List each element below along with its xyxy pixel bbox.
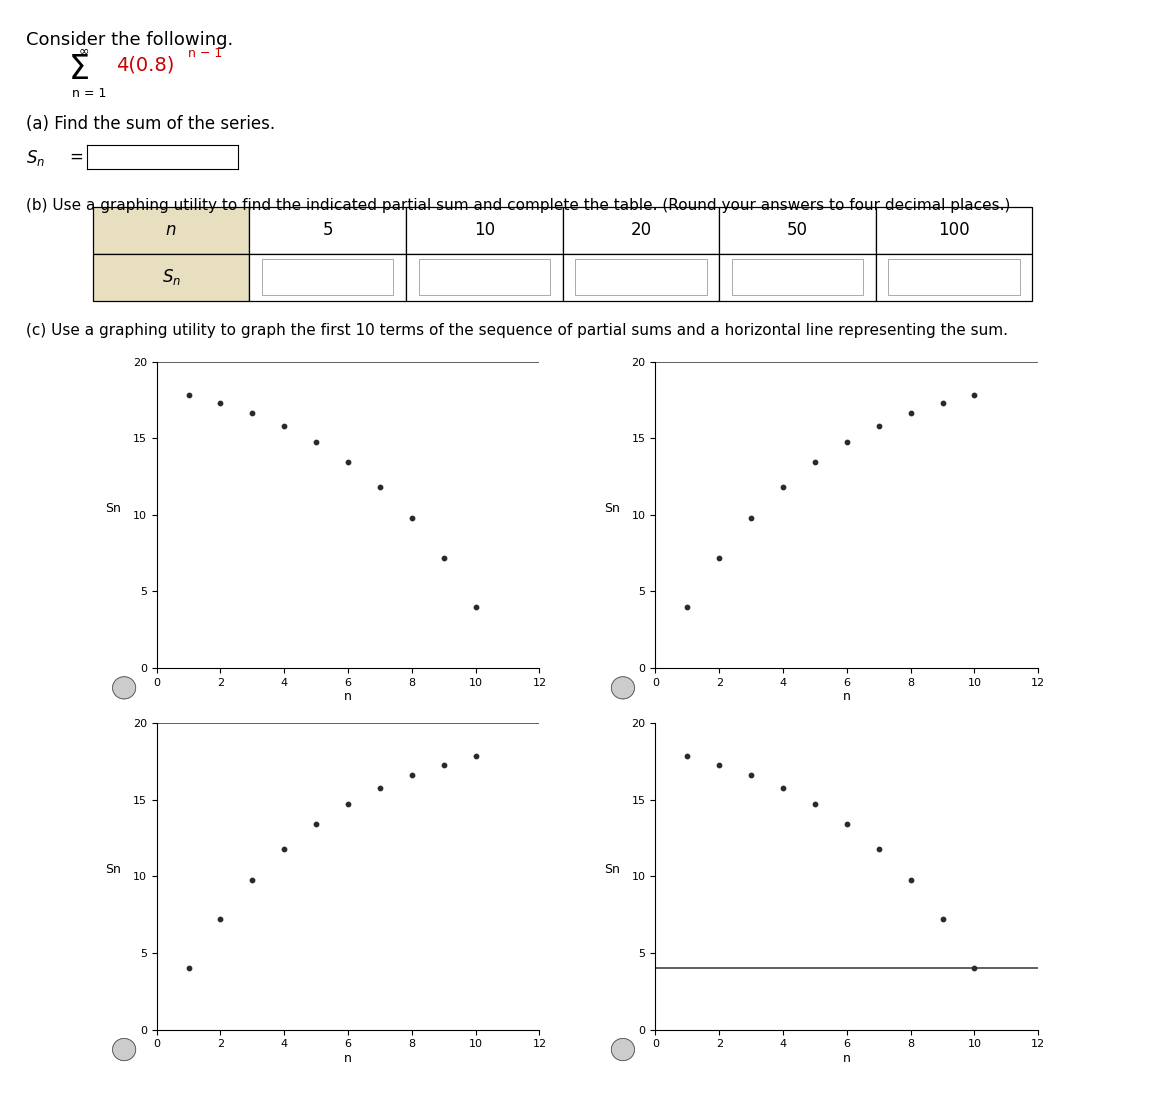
Point	[870, 840, 889, 858]
Point	[466, 598, 485, 615]
Point	[933, 910, 951, 928]
Point	[244, 404, 262, 422]
FancyBboxPatch shape	[719, 254, 876, 301]
Text: 5: 5	[322, 221, 333, 239]
Point	[244, 871, 262, 889]
FancyBboxPatch shape	[732, 259, 863, 295]
Point	[742, 510, 761, 528]
Point	[933, 394, 951, 412]
Point	[403, 766, 421, 784]
Text: 4(0.8): 4(0.8)	[116, 56, 174, 75]
Text: $S_n$: $S_n$	[161, 267, 181, 287]
Point	[774, 779, 792, 797]
FancyBboxPatch shape	[93, 207, 249, 254]
FancyBboxPatch shape	[876, 207, 1032, 254]
Point	[434, 756, 452, 774]
X-axis label: n: n	[345, 1052, 351, 1065]
Text: n = 1: n = 1	[72, 87, 107, 100]
Point	[306, 433, 325, 451]
Y-axis label: Sn: Sn	[604, 864, 621, 877]
Point	[306, 815, 325, 833]
Point	[211, 910, 230, 928]
Text: ∞: ∞	[79, 45, 88, 58]
Y-axis label: Sn: Sn	[106, 502, 122, 514]
Text: 100: 100	[938, 221, 970, 239]
X-axis label: n: n	[345, 690, 351, 703]
Text: n − 1: n − 1	[188, 47, 223, 60]
Point	[180, 959, 198, 977]
Point	[677, 748, 696, 766]
Point	[370, 479, 389, 496]
Point	[677, 598, 696, 615]
Point	[901, 871, 920, 889]
FancyBboxPatch shape	[262, 259, 393, 295]
Point	[275, 417, 293, 435]
Point	[211, 394, 230, 412]
Text: 20: 20	[630, 221, 652, 239]
FancyBboxPatch shape	[575, 259, 706, 295]
Point	[434, 549, 452, 567]
Point	[965, 386, 984, 404]
Text: 50: 50	[786, 221, 809, 239]
Point	[466, 748, 485, 766]
Point	[339, 795, 357, 812]
Point	[870, 417, 889, 435]
Point	[838, 815, 856, 833]
Point	[805, 453, 824, 471]
Point	[403, 510, 421, 528]
Text: $S_n$: $S_n$	[26, 148, 44, 168]
Y-axis label: Sn: Sn	[604, 502, 621, 514]
Text: (c) Use a graphing utility to graph the first 10 terms of the sequence of partia: (c) Use a graphing utility to graph the …	[26, 323, 1008, 337]
FancyBboxPatch shape	[563, 254, 719, 301]
Text: (b) Use a graphing utility to find the indicated partial sum and complete the ta: (b) Use a graphing utility to find the i…	[26, 198, 1010, 213]
X-axis label: n: n	[843, 1052, 850, 1065]
Y-axis label: Sn: Sn	[106, 864, 122, 877]
FancyBboxPatch shape	[249, 254, 406, 301]
Text: Consider the following.: Consider the following.	[26, 31, 233, 49]
FancyBboxPatch shape	[93, 254, 249, 301]
Point	[710, 549, 728, 567]
FancyBboxPatch shape	[719, 207, 876, 254]
Point	[180, 386, 198, 404]
Point	[901, 404, 920, 422]
FancyBboxPatch shape	[406, 207, 563, 254]
FancyBboxPatch shape	[406, 254, 563, 301]
X-axis label: n: n	[843, 690, 850, 703]
Point	[838, 433, 856, 451]
Point	[774, 479, 792, 496]
Point	[965, 959, 984, 977]
FancyBboxPatch shape	[563, 207, 719, 254]
Text: Σ: Σ	[68, 53, 89, 87]
FancyBboxPatch shape	[249, 207, 406, 254]
Point	[805, 795, 824, 812]
FancyBboxPatch shape	[876, 254, 1032, 301]
Point	[339, 453, 357, 471]
Text: 10: 10	[473, 221, 495, 239]
Point	[275, 840, 293, 858]
Text: n: n	[166, 221, 176, 239]
FancyBboxPatch shape	[889, 259, 1020, 295]
FancyBboxPatch shape	[419, 259, 550, 295]
Point	[370, 779, 389, 797]
Point	[742, 766, 761, 784]
Text: (a) Find the sum of the series.: (a) Find the sum of the series.	[26, 115, 275, 132]
Point	[710, 756, 728, 774]
Text: =: =	[70, 148, 84, 166]
